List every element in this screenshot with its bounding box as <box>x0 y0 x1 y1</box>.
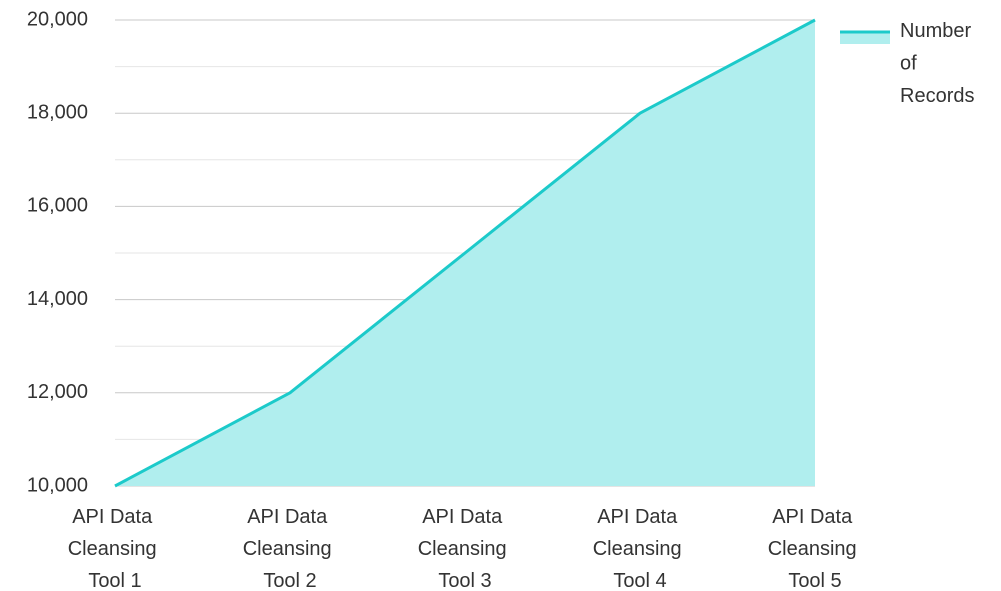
legend-label: Number of Records <box>900 20 977 107</box>
x-tick-label: API Data Cleansing Tool 1 <box>68 506 163 591</box>
y-tick-label: 20,000 <box>27 8 88 30</box>
area-line <box>114 18 816 488</box>
y-tick-label: 12,000 <box>27 381 88 403</box>
y-tick-label: 14,000 <box>27 288 88 310</box>
x-tick-label: API Data Cleansing Tool 4 <box>593 506 688 591</box>
x-tick-label: API Data Cleansing Tool 5 <box>768 506 863 591</box>
x-tick-label: API Data Cleansing Tool 3 <box>418 506 513 591</box>
x-tick-label: API Data Cleansing Tool 2 <box>243 506 338 591</box>
y-tick-label: 18,000 <box>27 101 88 123</box>
legend-swatch-fill <box>840 32 890 44</box>
y-tick-label: 10,000 <box>27 474 88 496</box>
y-tick-label: 16,000 <box>27 195 88 217</box>
